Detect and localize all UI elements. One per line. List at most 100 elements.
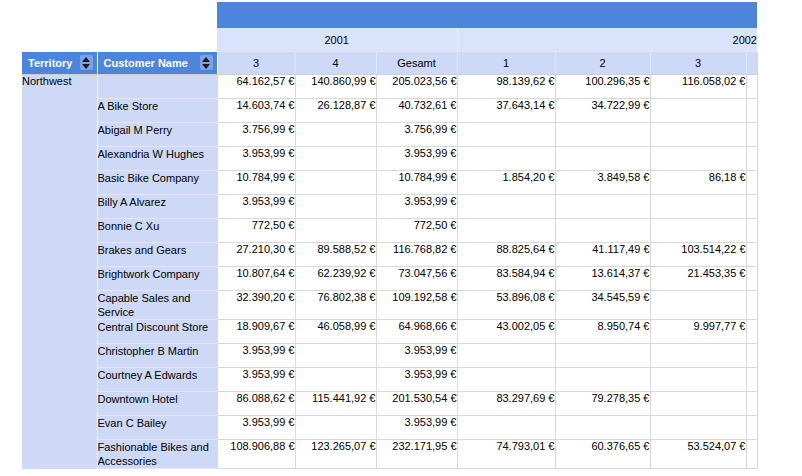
value-cell: 103.514,22 € — [650, 243, 746, 267]
table-row: Basic Bike Company10.784,99 €10.784,99 €… — [22, 171, 757, 195]
band-left-spacer — [22, 2, 217, 28]
value-cell: 26.128,87 € — [295, 99, 376, 123]
value-cell — [555, 123, 650, 147]
partial-column-cell — [746, 291, 757, 320]
value-cell: 86,18 € — [650, 171, 746, 195]
value-cell — [457, 195, 555, 219]
partial-column-cell — [746, 368, 757, 392]
table-row: Brakes and Gears27.210,30 €89.588,52 €11… — [22, 243, 757, 267]
value-cell: 3.953,99 € — [376, 195, 457, 219]
table-row: Downtown Hotel86.088,62 €115.441,92 €201… — [22, 392, 757, 416]
table-top-band-row — [22, 2, 757, 28]
year-header-row: 2001 2002 — [22, 28, 757, 52]
period-header-2002-q2: 2 — [555, 52, 650, 75]
partial-column-cell — [746, 440, 757, 469]
value-cell: 37.643,14 € — [457, 99, 555, 123]
value-cell: 3.953,99 € — [376, 368, 457, 392]
value-cell: 10.807,64 € — [217, 267, 295, 291]
partial-column-cell — [746, 123, 757, 147]
value-cell: 64.162,57 € — [217, 75, 295, 99]
value-cell — [650, 219, 746, 243]
value-cell: 64.968,66 € — [376, 320, 457, 344]
table-top-band — [217, 2, 757, 28]
value-cell: 27.210,30 € — [217, 243, 295, 267]
partial-column-cell — [746, 75, 757, 99]
value-cell: 8.950,74 € — [555, 320, 650, 344]
table-row: A Bike Store14.603,74 €26.128,87 €40.732… — [22, 99, 757, 123]
value-cell: 76.802,38 € — [295, 291, 376, 320]
table-row: Capable Sales and Service32.390,20 €76.8… — [22, 291, 757, 320]
partial-column-cell — [746, 392, 757, 416]
value-cell: 116.058,02 € — [650, 75, 746, 99]
customer-name-cell: Abigail M Perry — [97, 123, 217, 147]
value-cell: 73.047,56 € — [376, 267, 457, 291]
partial-column-cell — [746, 320, 757, 344]
table-row: Billy A Alvarez3.953,99 €3.953,99 € — [22, 195, 757, 219]
value-cell: 100.296,35 € — [555, 75, 650, 99]
value-cell — [555, 147, 650, 171]
customer-name-cell: Bonnie C Xu — [97, 219, 217, 243]
value-cell — [295, 344, 376, 368]
value-cell: 3.953,99 € — [376, 344, 457, 368]
sort-up-down-icon[interactable] — [200, 55, 213, 70]
value-cell: 60.376,65 € — [555, 440, 650, 469]
customer-name-cell: Billy A Alvarez — [97, 195, 217, 219]
value-cell: 3.756,99 € — [376, 123, 457, 147]
customer-header-label: Customer Name — [104, 57, 188, 69]
customer-name-cell: Central Discount Store — [97, 320, 217, 344]
period-header-partial — [746, 52, 757, 75]
value-cell — [555, 195, 650, 219]
sort-desc-arrow-icon — [202, 64, 210, 69]
value-cell: 108.906,88 € — [217, 440, 295, 469]
territory-column-header[interactable]: Territory — [22, 52, 97, 75]
value-cell: 3.953,99 € — [217, 195, 295, 219]
value-cell — [457, 123, 555, 147]
partial-column-cell — [746, 147, 757, 171]
value-cell: 46.058,99 € — [295, 320, 376, 344]
value-cell — [650, 195, 746, 219]
value-cell: 3.849,58 € — [555, 171, 650, 195]
table-row: Brightwork Company10.807,64 €62.239,92 €… — [22, 267, 757, 291]
partial-column-cell — [746, 171, 757, 195]
customer-column-header[interactable]: Customer Name — [97, 52, 217, 75]
customer-name-cell: Christopher B Martin — [97, 344, 217, 368]
value-cell: 3.953,99 € — [376, 416, 457, 440]
partial-column-cell — [746, 416, 757, 440]
customer-name-cell — [97, 75, 217, 99]
year-header-2002: 2002 — [457, 28, 757, 52]
value-cell: 3.953,99 € — [217, 368, 295, 392]
customer-name-cell: Downtown Hotel — [97, 392, 217, 416]
value-cell: 43.002,05 € — [457, 320, 555, 344]
territory-header-label: Territory — [28, 57, 72, 69]
sort-asc-arrow-icon — [82, 57, 90, 62]
value-cell: 3.953,99 € — [217, 147, 295, 171]
partial-column-cell — [746, 344, 757, 368]
value-cell: 83.297,69 € — [457, 392, 555, 416]
value-cell: 62.239,92 € — [295, 267, 376, 291]
value-cell — [295, 171, 376, 195]
table-row: Courtney A Edwards3.953,99 €3.953,99 € — [22, 368, 757, 392]
value-cell: 109.192,58 € — [376, 291, 457, 320]
value-cell — [650, 147, 746, 171]
sort-up-down-icon[interactable] — [80, 55, 93, 70]
value-cell — [555, 344, 650, 368]
value-cell: 13.614,37 € — [555, 267, 650, 291]
table-row: Alexandria W Hughes3.953,99 €3.953,99 € — [22, 147, 757, 171]
pivot-table: 2001 2002 Territory Customer Name 3 4 Ge… — [22, 2, 758, 469]
value-cell: 14.603,74 € — [217, 99, 295, 123]
year-left-spacer — [22, 28, 217, 52]
value-cell: 232.171,95 € — [376, 440, 457, 469]
customer-name-cell: Brakes and Gears — [97, 243, 217, 267]
value-cell — [295, 368, 376, 392]
value-cell: 79.278,35 € — [555, 392, 650, 416]
partial-column-cell — [746, 195, 757, 219]
partial-column-cell — [746, 219, 757, 243]
value-cell — [650, 392, 746, 416]
value-cell: 772,50 € — [217, 219, 295, 243]
customer-name-cell: Fashionable Bikes and Accessories — [97, 440, 217, 469]
value-cell: 89.588,52 € — [295, 243, 376, 267]
value-cell — [295, 416, 376, 440]
customer-name-cell: Evan C Bailey — [97, 416, 217, 440]
period-header-2002-q3: 3 — [650, 52, 746, 75]
value-cell: 772,50 € — [376, 219, 457, 243]
